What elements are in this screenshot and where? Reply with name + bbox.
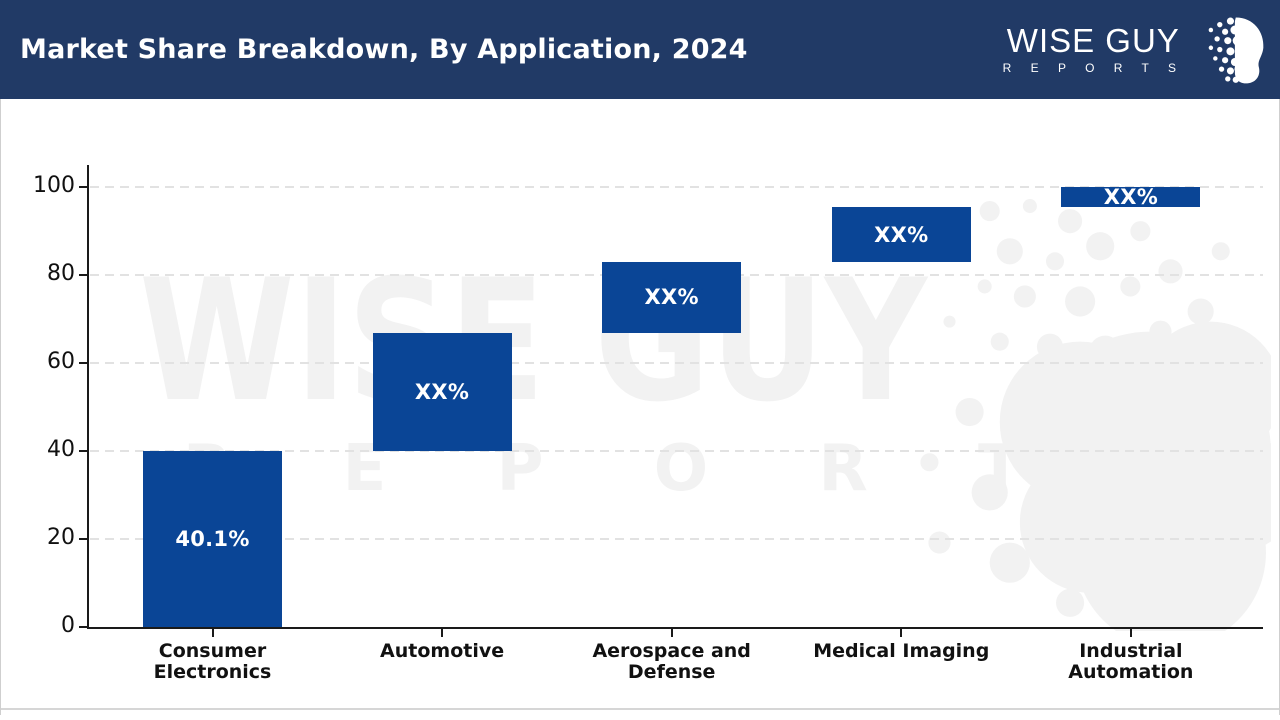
y-tick-label: 20 bbox=[47, 525, 75, 550]
bar-segment: XX% bbox=[602, 261, 742, 334]
x-axis-tick bbox=[1129, 629, 1132, 637]
brand-subtitle: R E P O R T S bbox=[1002, 61, 1184, 75]
y-tick-label: 60 bbox=[47, 349, 75, 374]
bar-segment: XX% bbox=[372, 333, 512, 451]
x-axis-tick bbox=[670, 629, 673, 637]
bar-value-label: XX% bbox=[874, 222, 929, 247]
bar-segment: 40.1% bbox=[143, 450, 282, 627]
y-tick-label: 40 bbox=[47, 437, 75, 462]
chart-area: WISE GUY R E P O R T S 0 20 40 60 80 100 40.1%… bbox=[0, 99, 1280, 715]
bar-segment: XX% bbox=[831, 207, 971, 262]
bar-value-label: XX% bbox=[644, 285, 699, 310]
x-category-label: Medical Imaging bbox=[813, 640, 990, 662]
y-tick-label: 100 bbox=[33, 173, 75, 198]
watermark-brand-text: WISE GUY bbox=[139, 243, 927, 439]
brand-head-icon bbox=[1208, 17, 1264, 83]
y-tick-label: 0 bbox=[61, 613, 75, 638]
page-title: Market Share Breakdown, By Application, … bbox=[20, 34, 748, 65]
y-axis-tick bbox=[79, 274, 87, 276]
grid-line bbox=[90, 450, 1263, 452]
y-axis-tick bbox=[79, 186, 87, 188]
y-axis-tick bbox=[79, 626, 87, 628]
x-category-label: Consumer Electronics bbox=[153, 640, 272, 684]
bar-value-label: 40.1% bbox=[175, 526, 250, 551]
x-category-label: Aerospace and Defense bbox=[592, 640, 751, 684]
x-category-label: Automotive bbox=[380, 640, 505, 662]
brand-logo-text: WISE GUY R E P O R T S bbox=[1003, 24, 1184, 75]
grid-line bbox=[90, 362, 1263, 364]
brand-name: WISE GUY bbox=[1006, 22, 1180, 59]
bottom-divider bbox=[1, 708, 1279, 710]
brand-logo: WISE GUY R E P O R T S bbox=[1003, 10, 1266, 90]
y-tick-label: 80 bbox=[47, 261, 75, 286]
header-bar: Market Share Breakdown, By Application, … bbox=[0, 0, 1280, 99]
x-axis-line bbox=[87, 627, 1263, 629]
grid-line bbox=[90, 186, 1263, 188]
bar-value-label: XX% bbox=[1103, 185, 1159, 210]
y-axis-tick bbox=[79, 538, 87, 540]
watermark-head-icon bbox=[920, 199, 1271, 631]
y-axis-line bbox=[87, 165, 89, 629]
bar-segment: XX% bbox=[1061, 185, 1201, 210]
bar-value-label: XX% bbox=[414, 379, 470, 404]
x-axis-tick bbox=[441, 629, 444, 637]
x-axis-tick bbox=[211, 629, 214, 637]
x-axis-tick bbox=[900, 629, 903, 637]
y-axis-tick bbox=[79, 450, 87, 452]
x-category-label: Industrial Automation bbox=[1068, 640, 1194, 684]
y-axis-tick bbox=[79, 362, 87, 364]
grid-line bbox=[90, 538, 1263, 540]
